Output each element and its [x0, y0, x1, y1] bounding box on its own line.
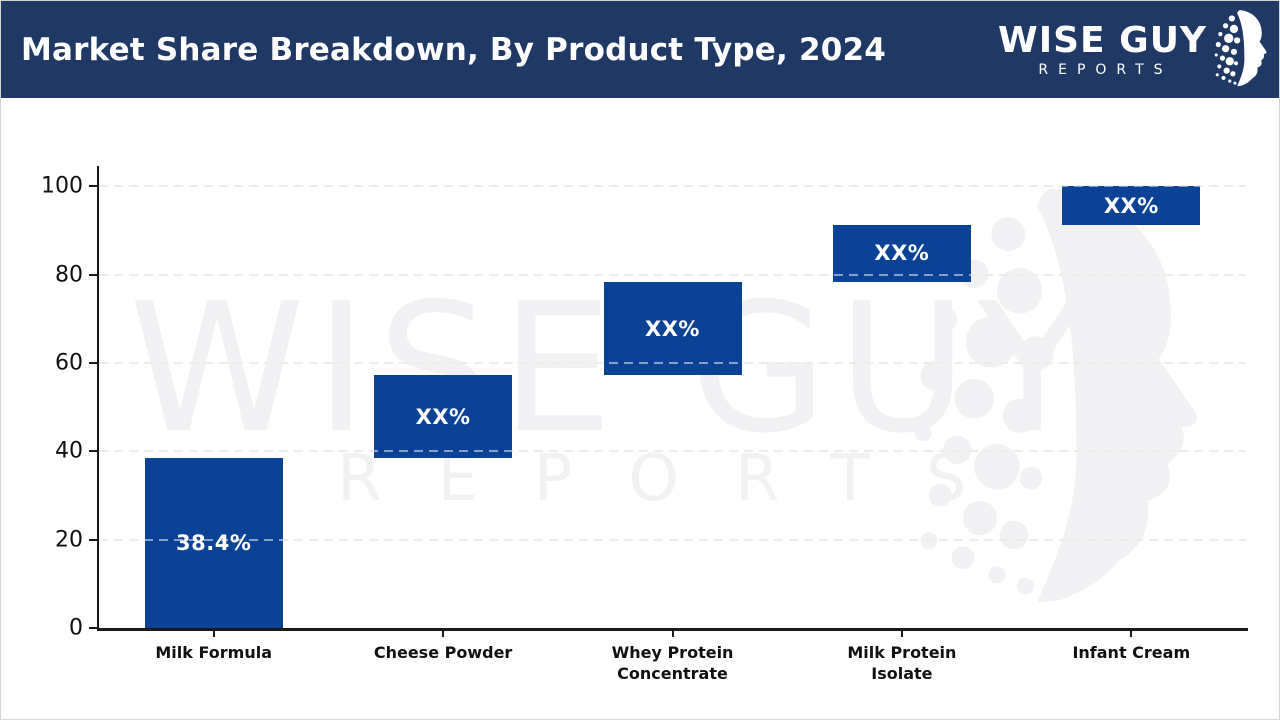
gridline-overlay-20	[99, 538, 1246, 541]
brand-logo: WISE GUY REPORTS	[998, 1, 1271, 98]
bar-milk-formula: 38.4%	[144, 458, 283, 628]
gridline-overlay-100	[99, 185, 1246, 188]
x-axis-tick-milk-protein-isolate	[900, 628, 903, 637]
brand-subname: REPORTS	[1038, 61, 1173, 78]
y-tick-label-80: 80	[55, 262, 83, 288]
y-tick-label-40: 40	[55, 438, 83, 464]
bar-value-label-milk-protein-isolate: XX%	[874, 241, 930, 266]
category-label-milk-protein-isolate: Milk Protein Isolate	[847, 643, 957, 683]
brand-face-icon	[1214, 10, 1267, 87]
brand-name: WISE GUY	[997, 19, 1207, 61]
bar-value-label-cheese-powder: XX%	[415, 404, 471, 429]
x-axis-tick-infant-cream	[1130, 628, 1133, 637]
gridline-overlay-40	[99, 450, 1246, 453]
bar-value-label-whey-protein-concentrate: XX%	[645, 316, 700, 341]
bar-infant-cream: XX%	[1062, 186, 1201, 226]
category-label-whey-protein-concentrate: Whey Protein Concentrate	[611, 643, 734, 683]
y-axis-tick-60	[89, 361, 97, 364]
bar-value-label-milk-formula: 38.4%	[176, 531, 252, 556]
y-axis-tick-100	[89, 185, 97, 188]
y-tick-label-20: 20	[55, 527, 83, 553]
category-label-cheese-powder: Cheese Powder	[373, 643, 513, 662]
x-axis-tick-whey-protein-concentrate	[671, 628, 674, 637]
y-tick-label-0: 0	[69, 615, 83, 641]
plot-area: 0 20 40 60 80 100 38.4% Milk Formula XX% Cheese P…	[41, 166, 1248, 683]
header-bar: Market Share Breakdown, By Product Type,…	[1, 1, 1279, 98]
y-axis-tick-0	[89, 627, 97, 629]
y-axis-tick-80	[89, 273, 97, 276]
y-axis-tick-20	[89, 538, 97, 541]
category-label-milk-formula: Milk Formula	[155, 643, 272, 662]
y-axis-spine	[97, 166, 99, 630]
bar-value-label-infant-cream: XX%	[1103, 193, 1159, 218]
y-tick-label-100: 100	[41, 173, 83, 199]
gridline-overlay-60	[99, 361, 1246, 364]
brand-logo-text: WISE GUY REPORTS	[997, 19, 1207, 78]
bar-cheese-powder: XX%	[374, 375, 513, 459]
page-title: Market Share Breakdown, By Product Type,…	[21, 31, 887, 68]
y-tick-label-60: 60	[55, 350, 83, 376]
bar-whey-protein-concentrate: XX%	[603, 281, 742, 376]
y-axis-tick-40	[89, 450, 97, 453]
gridline-overlay-80	[99, 273, 1246, 276]
x-axis-tick-cheese-powder	[442, 628, 445, 637]
x-axis-tick-milk-formula	[212, 628, 215, 637]
category-label-infant-cream: Infant Cream	[1072, 643, 1191, 662]
